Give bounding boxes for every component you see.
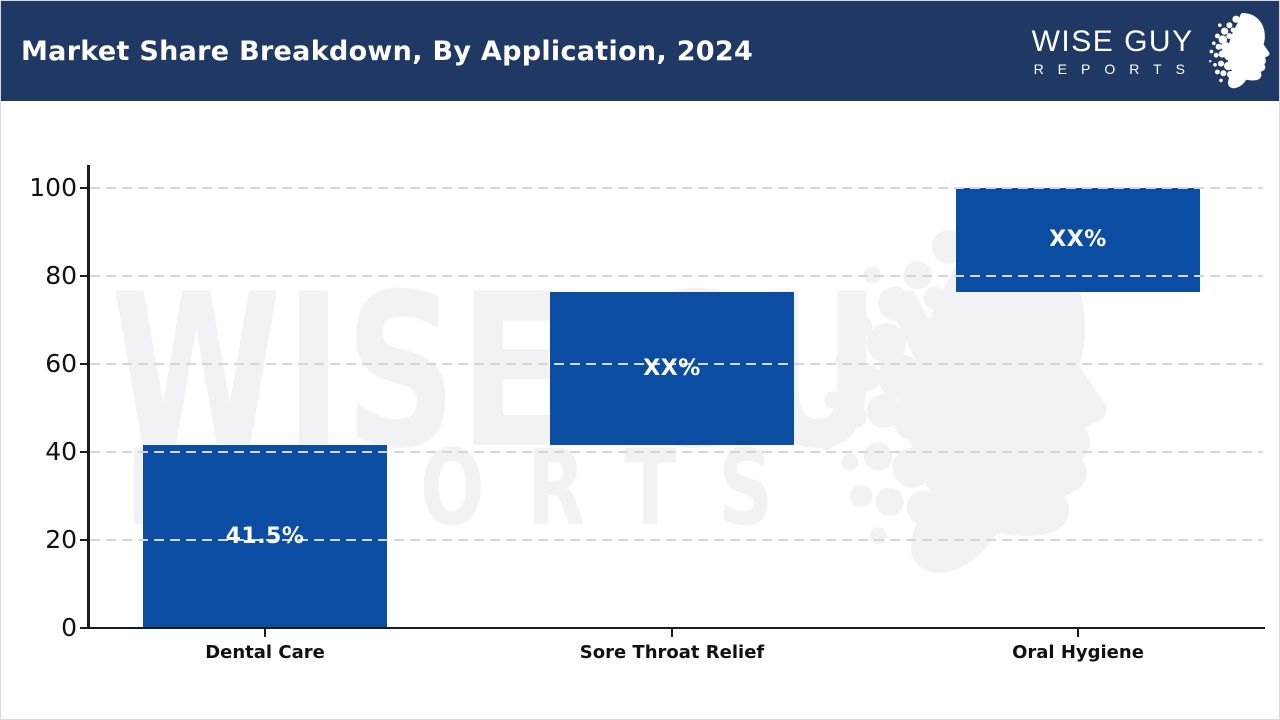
x-axis (87, 626, 1265, 629)
bar-dental-care (143, 445, 387, 628)
y-tick-label: 40 (45, 436, 77, 466)
logo-face-icon (1203, 12, 1275, 90)
page-title: Market Share Breakdown, By Application, … (21, 35, 754, 67)
y-tickmark (80, 274, 89, 277)
bar-sore-throat-relief (550, 291, 794, 446)
brand-name: WISE GUY (1031, 24, 1194, 58)
x-tickmark (264, 629, 266, 637)
y-tick-label: 80 (45, 260, 77, 290)
y-tickmark (80, 538, 89, 541)
gridline-y60 (90, 362, 1263, 365)
brand-logo: WISE GUY REPORTS (1032, 12, 1275, 90)
x-tick-label: Oral Hygiene (1012, 642, 1144, 663)
x-tick-label: Dental Care (205, 642, 325, 663)
brand-subtitle: REPORTS (1033, 60, 1199, 77)
y-tick-label: 100 (29, 172, 77, 202)
y-tickmark (80, 450, 89, 453)
y-axis (87, 165, 90, 629)
y-tickmark (80, 627, 89, 629)
x-tickmark (671, 629, 673, 637)
header: Market Share Breakdown, By Application, … (1, 1, 1279, 101)
y-tick-label: 0 (61, 613, 77, 642)
gridline-y40 (90, 450, 1263, 453)
bar-value-label: 41.5% (225, 523, 305, 549)
y-tick-label: 20 (45, 524, 77, 554)
y-tickmark (80, 186, 89, 189)
gridline-y80 (90, 274, 1263, 277)
x-tick-label: Sore Throat Relief (579, 642, 765, 663)
brand-logo-text: WISE GUY REPORTS (1031, 24, 1199, 77)
gridline-y20 (90, 538, 1263, 541)
y-tick-label: 60 (45, 348, 77, 378)
bar-value-label: XX% (643, 355, 701, 381)
gridline-y100 (90, 186, 1263, 189)
y-tickmark (80, 362, 89, 365)
x-tickmark (1077, 629, 1079, 637)
bar-value-label: XX% (1049, 226, 1107, 252)
